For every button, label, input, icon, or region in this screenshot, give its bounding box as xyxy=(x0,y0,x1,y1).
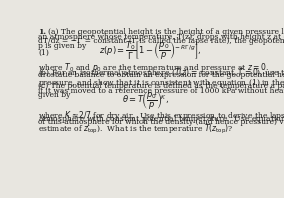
Text: estimate of $z_{\rm top}$).  What is the temperature $T(z_{\rm top})$?: estimate of $z_{\rm top}$). What is the … xyxy=(38,123,234,136)
Text: where $T_0$ and $p_0$ are the temperature and pressure at $z = 0$.: where $T_0$ and $p_0$ are the temperatur… xyxy=(38,61,269,74)
Text: 1.: 1. xyxy=(38,28,46,36)
Text: $z(p) = \dfrac{T_0}{\Gamma}\!\left[1 - \left(\dfrac{p_0}{p}\right)^{\!-R\Gamma/g: $z(p) = \dfrac{T_0}{\Gamma}\!\left[1 - \… xyxy=(99,40,201,62)
Text: given by: given by xyxy=(38,91,70,99)
Text: if it was moved to a reference pressure of 1000 kPa without heating or cooling. : if it was moved to a reference pressure … xyxy=(38,87,284,95)
Text: dT/dz = −Γ = constant (Γ is called the lapse rate), the geopotential height at p: dT/dz = −Γ = constant (Γ is called the l… xyxy=(38,37,284,46)
Text: drostatic balance to obtain an expression for the geopotential height as a funct: drostatic balance to obtain an expressio… xyxy=(38,71,284,79)
Text: of this atmosphere for which the density (and hence pressure) vanishes (give a n: of this atmosphere for which the density… xyxy=(38,118,284,126)
Text: p is given by: p is given by xyxy=(38,42,86,50)
Text: (b) For an isothermal atmosphere ($T(z) =$ constant, $Γ = 0$), use the equation : (b) For an isothermal atmosphere ($T(z) … xyxy=(38,66,284,79)
Text: $\theta = T\!\left(\dfrac{p_0}{p}\right)^{\!K},$: $\theta = T\!\left(\dfrac{p_0}{p}\right)… xyxy=(122,89,169,111)
Text: where $K \approx 2/7$ for dry air.  Use this expression to derive the lapse rate: where $K \approx 2/7$ for dry air. Use t… xyxy=(38,109,284,122)
Text: an atmosphere whose temperature, T(z), drops with height z at constant rate with: an atmosphere whose temperature, T(z), d… xyxy=(38,33,284,41)
Text: (c) The potential temperature is defined as the temperature a parcel of fluid wo: (c) The potential temperature is defined… xyxy=(38,82,284,90)
Text: (1): (1) xyxy=(38,49,49,57)
Text: (a) The geopotential height is the height of a given pressure level.  Show that : (a) The geopotential height is the heigh… xyxy=(48,28,284,36)
Text: pressure, and show that it is consistent with equation (1) in the limit $Γ \to 0: pressure, and show that it is consistent… xyxy=(38,76,284,89)
Text: atmosphere with constant potential temperature.  Use equation (1) to find the he: atmosphere with constant potential tempe… xyxy=(38,113,284,126)
